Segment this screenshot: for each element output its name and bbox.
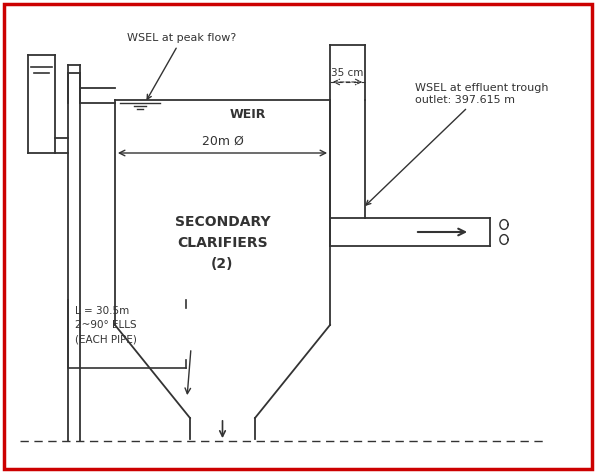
Text: L = 30.5m
2~90° ELLS
(EACH PIPE): L = 30.5m 2~90° ELLS (EACH PIPE) — [75, 306, 137, 345]
Text: WSEL at peak flow?: WSEL at peak flow? — [128, 33, 237, 99]
Text: 20m Ø: 20m Ø — [201, 135, 243, 148]
Text: 35 cm: 35 cm — [331, 68, 364, 78]
Text: SECONDARY
CLARIFIERS
(2): SECONDARY CLARIFIERS (2) — [175, 215, 271, 271]
Text: WEIR: WEIR — [230, 108, 266, 121]
Text: WSEL at effluent trough
outlet: 397.615 m: WSEL at effluent trough outlet: 397.615 … — [366, 83, 548, 205]
